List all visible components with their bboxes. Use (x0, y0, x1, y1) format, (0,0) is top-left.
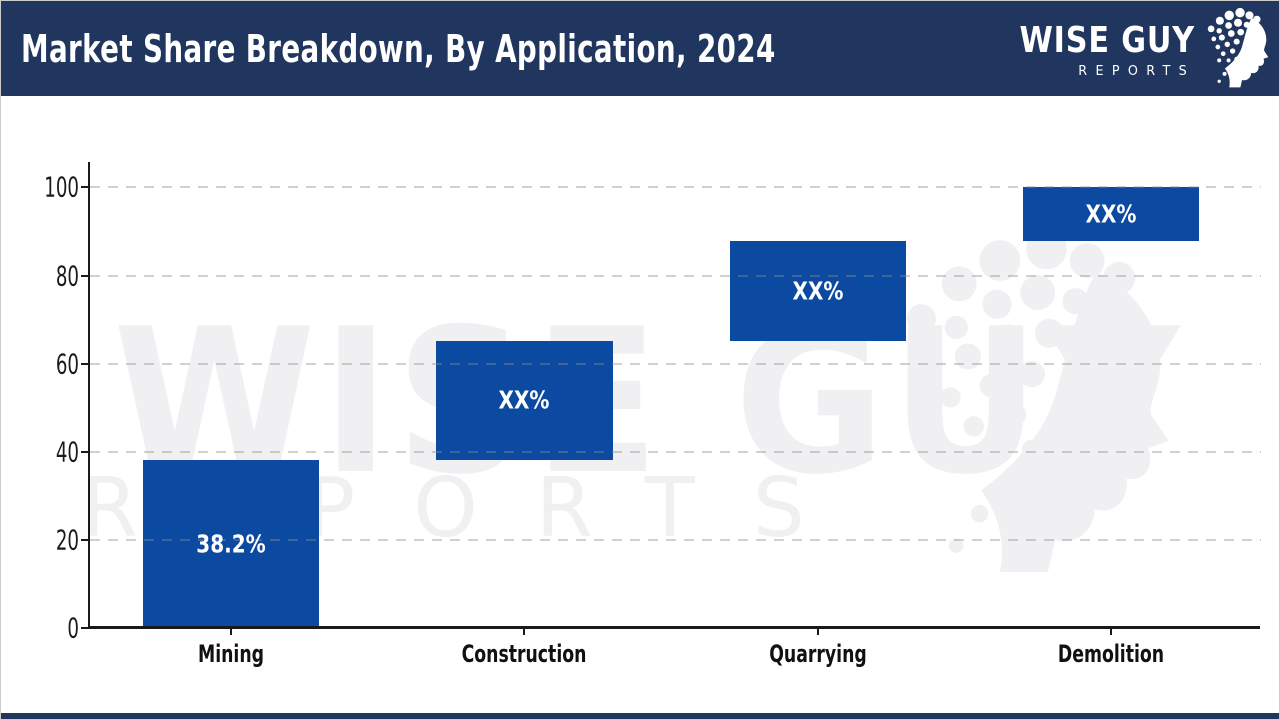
y-tick-mark-80 (81, 274, 88, 277)
y-tick-label-80: 80 (55, 259, 79, 293)
y-tick-mark-0 (81, 627, 88, 629)
y-tick-mark-40 (81, 450, 88, 453)
y-tick-label-100: 100 (44, 170, 79, 204)
y-tick-label-20: 20 (55, 523, 79, 557)
gridline-100 (90, 186, 1261, 189)
gridline-60 (90, 362, 1261, 365)
y-tick-mark-60 (81, 362, 88, 365)
bar-value-label-construction: XX% (499, 385, 550, 415)
bar-quarrying (729, 241, 906, 341)
waterfall-chart: 0 20 40 60 80 100 38.2% Mining XX% Construction XX… (1, 96, 1279, 715)
x-tick-mark-construction (523, 629, 526, 635)
brand-logo: WISE GUY REPORTS (986, 5, 1273, 93)
header-band: Market Share Breakdown, By Application, … (1, 1, 1279, 96)
y-tick-label-40: 40 (55, 435, 79, 469)
x-category-label-construction: Construction (462, 640, 587, 668)
page-title: Market Share Breakdown, By Application, … (21, 26, 776, 71)
bar-construction (436, 340, 613, 460)
y-tick-mark-20 (81, 538, 88, 541)
x-category-label-demolition: Demolition (1058, 640, 1165, 668)
wise-guy-head-icon (1207, 8, 1269, 88)
x-tick-mark-mining (230, 629, 233, 635)
x-tick-mark-quarrying (816, 629, 819, 635)
gridline-40 (90, 450, 1261, 453)
brand-subname: REPORTS (1078, 63, 1195, 79)
brand-name: WISE GUY (1019, 19, 1195, 61)
x-tick-mark-demolition (1110, 629, 1113, 635)
y-axis-line (88, 162, 90, 629)
y-tick-label-60: 60 (55, 347, 79, 381)
x-category-label-mining: Mining (198, 640, 265, 668)
gridline-80 (90, 274, 1261, 277)
brand-logo-text: WISE GUY REPORTS (986, 20, 1195, 79)
y-tick-label-0: 0 (67, 611, 79, 645)
bar-mining (143, 459, 320, 628)
y-tick-mark-100 (81, 186, 88, 189)
bar-value-label-mining: 38.2% (196, 529, 266, 559)
bar-value-label-demolition: XX% (1085, 199, 1137, 229)
bar-value-label-quarrying: XX% (792, 276, 844, 306)
x-axis-line (88, 626, 1260, 629)
footer-band (1, 713, 1279, 719)
gridline-20 (90, 538, 1261, 541)
x-category-label-quarrying: Quarrying (769, 640, 867, 668)
